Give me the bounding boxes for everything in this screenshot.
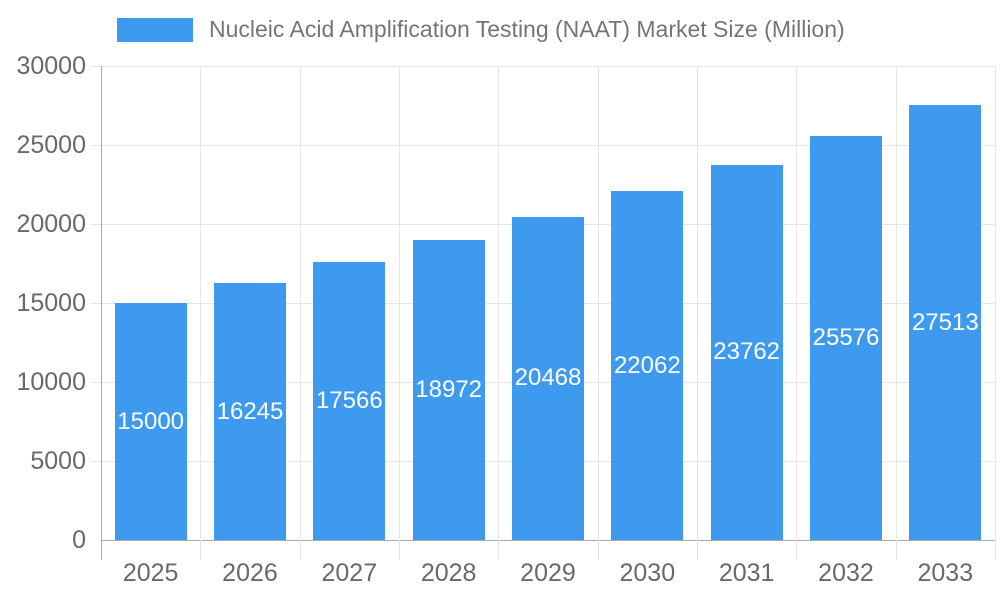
y-tick-label: 20000 — [16, 210, 86, 238]
x-tick-label-2030: 2030 — [619, 559, 676, 587]
gridline-x — [299, 66, 301, 560]
x-tick-label-2031: 2031 — [718, 559, 775, 587]
bar-2025[interactable]: 15000 — [114, 303, 187, 540]
bar-value-label: 25576 — [812, 323, 880, 351]
bar-value-label: 22062 — [613, 351, 681, 379]
x-tick-label-2026: 2026 — [222, 559, 278, 587]
bar-value-label: 23762 — [713, 338, 781, 366]
bar-2029[interactable]: 20468 — [512, 216, 584, 540]
gridline-x — [995, 66, 996, 560]
x-tick-label-2028: 2028 — [420, 559, 477, 587]
bar-2030[interactable]: 22062 — [611, 191, 684, 540]
bar-2028[interactable]: 18972 — [412, 240, 485, 540]
x-tick-label-2033: 2033 — [917, 559, 974, 587]
bar-2033[interactable]: 27513 — [909, 105, 982, 540]
bar-value-label: 17566 — [315, 387, 383, 415]
legend-swatch-icon — [117, 17, 193, 42]
y-tick-label: 5000 — [30, 447, 86, 475]
bar-2031[interactable]: 23762 — [710, 164, 783, 540]
x-tick-label-2025: 2025 — [122, 559, 179, 587]
bar-value-label: 18972 — [415, 376, 483, 404]
bar-2032[interactable]: 25576 — [810, 135, 882, 540]
gridline-x — [796, 66, 798, 560]
gridline-x — [597, 66, 599, 560]
legend-label: Nucleic Acid Amplification Testing (NAAT… — [209, 16, 845, 42]
gridline-x — [200, 66, 202, 560]
bar-value-label: 20468 — [514, 364, 582, 392]
gridline-x — [399, 66, 400, 560]
bar-value-label: 27513 — [911, 308, 979, 336]
x-tick-label-2029: 2029 — [520, 559, 576, 587]
bar-value-label: 15000 — [117, 407, 185, 435]
y-axis-line — [101, 66, 102, 560]
y-tick-label: 25000 — [16, 131, 86, 159]
bar-2027[interactable]: 17566 — [313, 262, 386, 540]
gridline-x — [498, 66, 500, 560]
plot-area: 15000 16245 17566 18972 20468 22062 23762 25576… — [91, 66, 996, 560]
legend-item[interactable]: Nucleic Acid Amplification Testing (NAAT… — [117, 16, 845, 43]
gridline-y-25000 — [91, 145, 995, 146]
y-tick-label: 10000 — [16, 368, 86, 396]
gridline-x — [895, 66, 897, 560]
x-tick-label-2027: 2027 — [321, 559, 378, 587]
y-tick-label: 0 — [72, 526, 86, 554]
gridline-x — [697, 66, 698, 560]
bar-value-label: 16245 — [216, 397, 284, 425]
x-tick-label-2032: 2032 — [818, 559, 874, 587]
gridline-y-30000 — [91, 66, 995, 67]
y-tick-label: 30000 — [16, 52, 86, 80]
y-tick-label: 15000 — [16, 289, 86, 317]
bar-2026[interactable]: 16245 — [214, 283, 286, 540]
